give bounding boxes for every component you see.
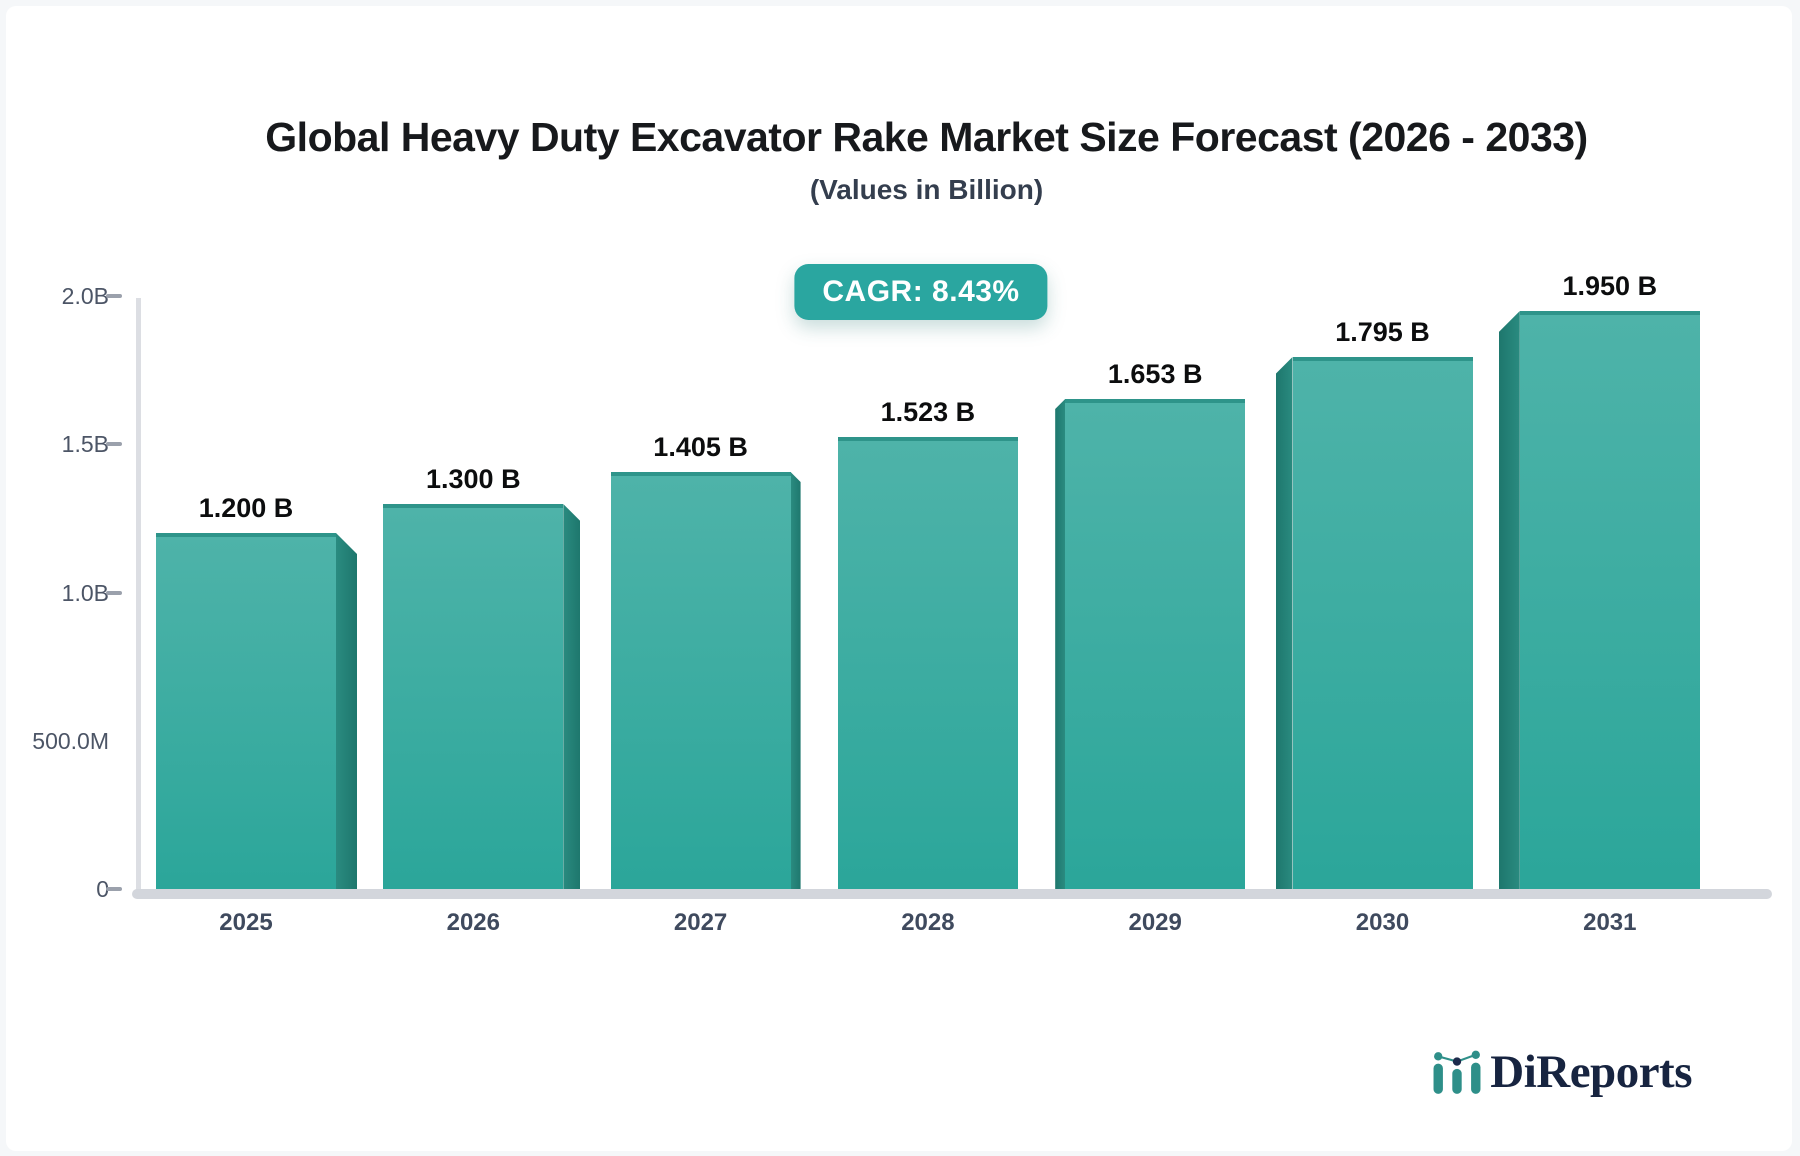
y-axis-tick <box>106 294 122 298</box>
y-axis-tick <box>106 442 122 447</box>
chart-card: Global Heavy Duty Excavator Rake Market … <box>6 6 1792 1151</box>
x-axis-label: 2027 <box>673 909 728 936</box>
cagr-badge-label: CAGR: 8.43% <box>822 275 1020 308</box>
bar-2031-side <box>1498 311 1520 889</box>
y-axis-tick <box>106 590 122 595</box>
chart-title: Global Heavy Duty Excavator Rake Market … <box>265 114 1588 160</box>
bar-2025-side <box>336 533 357 889</box>
y-axis-label: 1.5B <box>61 431 109 458</box>
y-axis-line <box>136 298 141 895</box>
y-axis-tick <box>106 887 122 891</box>
bar-2026-side <box>563 504 581 889</box>
logo-text: DiReports <box>1490 1045 1692 1098</box>
cagr-badge: CAGR: 8.43% <box>794 264 1048 320</box>
bar-2031 <box>1519 311 1700 889</box>
bar-2027 <box>610 472 791 889</box>
y-axis-label: 1.0B <box>61 579 109 606</box>
bar-2025 <box>156 533 336 889</box>
bar-value-label: 1.300 B <box>426 464 521 494</box>
bar-2030-side <box>1275 357 1293 889</box>
y-axis-label: 0 <box>96 876 109 902</box>
bar-value-label: 1.950 B <box>1562 271 1658 301</box>
x-axis-label: 2025 <box>219 909 273 936</box>
bar-value-label: 1.200 B <box>198 493 294 523</box>
y-axis-label: 2.0B <box>61 283 109 309</box>
y-axis-label: 500.0M <box>32 727 109 754</box>
direports-logo: DiReports <box>1433 1036 1692 1098</box>
x-axis-line <box>132 889 1772 899</box>
chart-subtitle: (Values in Billion) <box>809 174 1044 205</box>
bar-chart-plot: 2.0B 1.5B 1.0B 500.0M 0 1.200 B 2025 1.300 B 202… <box>6 6 1792 1151</box>
bar-2026 <box>383 504 564 889</box>
x-axis-label: 2030 <box>1355 909 1410 936</box>
bar-chart-trend-icon <box>1433 1050 1481 1094</box>
bar-2027-side <box>790 472 801 889</box>
bar-2029-side <box>1055 399 1066 889</box>
x-axis-label: 2031 <box>1583 909 1637 936</box>
bar-2030 <box>1292 357 1473 889</box>
x-axis-label: 2028 <box>901 909 955 936</box>
bar-value-label: 1.653 B <box>1107 359 1203 389</box>
bar-value-label: 1.523 B <box>880 397 976 427</box>
bar-2029 <box>1065 399 1246 889</box>
x-axis-label: 2029 <box>1128 909 1182 936</box>
bar-2028 <box>837 437 1018 889</box>
x-axis-label: 2026 <box>446 909 500 936</box>
bar-value-label: 1.405 B <box>653 432 748 462</box>
bar-value-label: 1.795 B <box>1335 317 1430 347</box>
